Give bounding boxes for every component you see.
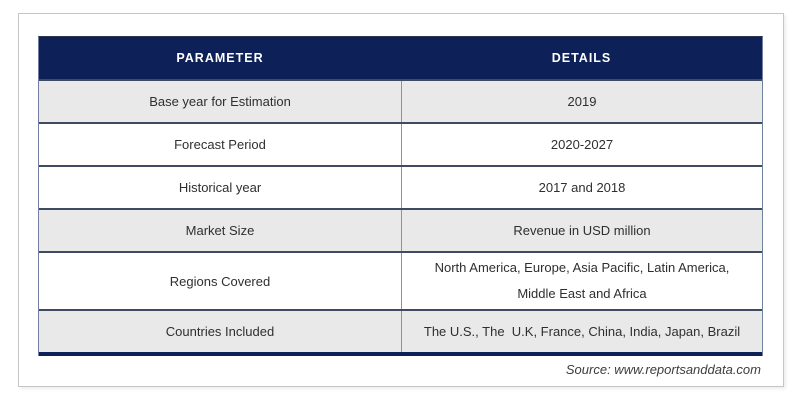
table-row-market-size: Market Size Revenue in USD million bbox=[39, 208, 762, 251]
parameter-cell: Market Size bbox=[185, 223, 255, 238]
parameter-cell: Countries Included bbox=[165, 324, 275, 339]
parameter-cell: Forecast Period bbox=[174, 137, 266, 152]
column-header-parameter: PARAMETER bbox=[176, 51, 264, 65]
details-cell: Revenue in USD million bbox=[401, 210, 762, 251]
table-row-historical-year: Historical year 2017 and 2018 bbox=[39, 165, 762, 208]
parameter-cell: Regions Covered bbox=[169, 273, 271, 289]
table-row-base-year: Base year for Estimation 2019 bbox=[39, 79, 762, 122]
details-cell: 2020-2027 bbox=[401, 124, 762, 165]
source-attribution: Source: www.reportsanddata.com bbox=[565, 362, 761, 377]
details-cell: North America, Europe, Asia Pacific, Lat… bbox=[401, 253, 762, 309]
table-header-row: PARAMETER DETAILS bbox=[39, 37, 762, 79]
details-cell: 2019 bbox=[401, 81, 762, 122]
parameter-cell: Historical year bbox=[178, 180, 262, 195]
parameter-cell: Base year for Estimation bbox=[149, 94, 291, 109]
table-row-countries-included: Countries Included The U.S., The U.K, Fr… bbox=[39, 309, 762, 352]
table-row-forecast-period: Forecast Period 2020-2027 bbox=[39, 122, 762, 165]
table-row-regions-covered: Regions Covered North America, Europe, A… bbox=[39, 251, 762, 309]
details-cell: The U.S., The U.K, France, China, India,… bbox=[401, 311, 762, 352]
column-header-details: DETAILS bbox=[551, 51, 612, 65]
table-bottom-accent-bar bbox=[39, 352, 762, 356]
report-scope-table: PARAMETER DETAILS Base year for Estimati… bbox=[38, 36, 763, 356]
figure-card: PARAMETER DETAILS Base year for Estimati… bbox=[18, 13, 784, 387]
details-cell: 2017 and 2018 bbox=[401, 167, 762, 208]
